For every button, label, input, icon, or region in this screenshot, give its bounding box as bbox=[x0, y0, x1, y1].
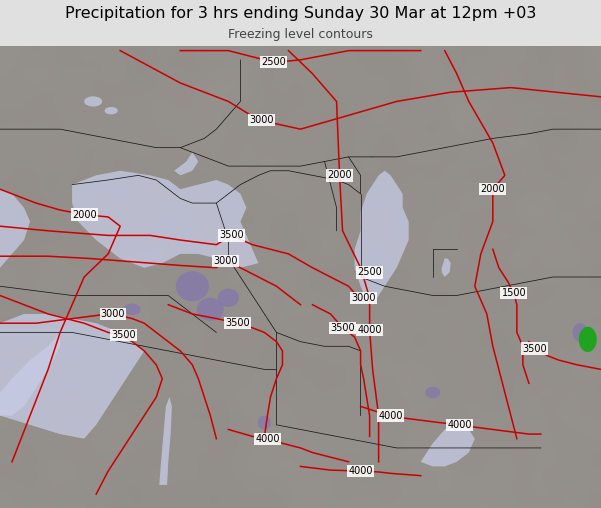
Polygon shape bbox=[442, 259, 451, 277]
Ellipse shape bbox=[84, 97, 102, 107]
Text: 1500: 1500 bbox=[502, 288, 526, 298]
Polygon shape bbox=[0, 332, 60, 416]
Text: Precipitation for 3 hrs ending Sunday 30 Mar at 12pm +03: Precipitation for 3 hrs ending Sunday 30… bbox=[65, 6, 536, 21]
Ellipse shape bbox=[579, 327, 597, 352]
Text: 3000: 3000 bbox=[352, 293, 376, 303]
Text: 3500: 3500 bbox=[111, 330, 135, 340]
Text: 3500: 3500 bbox=[523, 343, 547, 354]
Ellipse shape bbox=[197, 298, 224, 321]
Text: 3500: 3500 bbox=[219, 231, 243, 240]
Text: 4000: 4000 bbox=[358, 325, 382, 335]
Text: 3000: 3000 bbox=[101, 309, 125, 319]
Ellipse shape bbox=[572, 323, 588, 342]
Text: 3500: 3500 bbox=[331, 323, 355, 333]
Ellipse shape bbox=[426, 387, 440, 398]
Polygon shape bbox=[72, 171, 258, 268]
Text: 3500: 3500 bbox=[225, 318, 249, 328]
Text: 2500: 2500 bbox=[357, 267, 382, 277]
Text: 2000: 2000 bbox=[72, 210, 96, 219]
Text: Freezing level contours: Freezing level contours bbox=[228, 28, 373, 41]
Polygon shape bbox=[174, 152, 198, 175]
Ellipse shape bbox=[218, 289, 239, 307]
Text: 3000: 3000 bbox=[249, 115, 273, 125]
Ellipse shape bbox=[175, 271, 209, 301]
Polygon shape bbox=[159, 397, 172, 485]
Text: 2000: 2000 bbox=[481, 184, 505, 194]
Polygon shape bbox=[0, 189, 30, 268]
Text: 4000: 4000 bbox=[448, 420, 472, 430]
Text: 2000: 2000 bbox=[328, 170, 352, 180]
Text: 4000: 4000 bbox=[349, 466, 373, 476]
Ellipse shape bbox=[124, 304, 141, 315]
Polygon shape bbox=[0, 314, 144, 439]
Text: 4000: 4000 bbox=[379, 410, 403, 421]
Text: 3000: 3000 bbox=[213, 256, 237, 266]
Polygon shape bbox=[421, 425, 475, 466]
Text: 2500: 2500 bbox=[261, 57, 286, 67]
Text: 4000: 4000 bbox=[255, 434, 279, 443]
Polygon shape bbox=[355, 171, 409, 305]
Ellipse shape bbox=[258, 416, 271, 429]
Ellipse shape bbox=[105, 107, 118, 114]
